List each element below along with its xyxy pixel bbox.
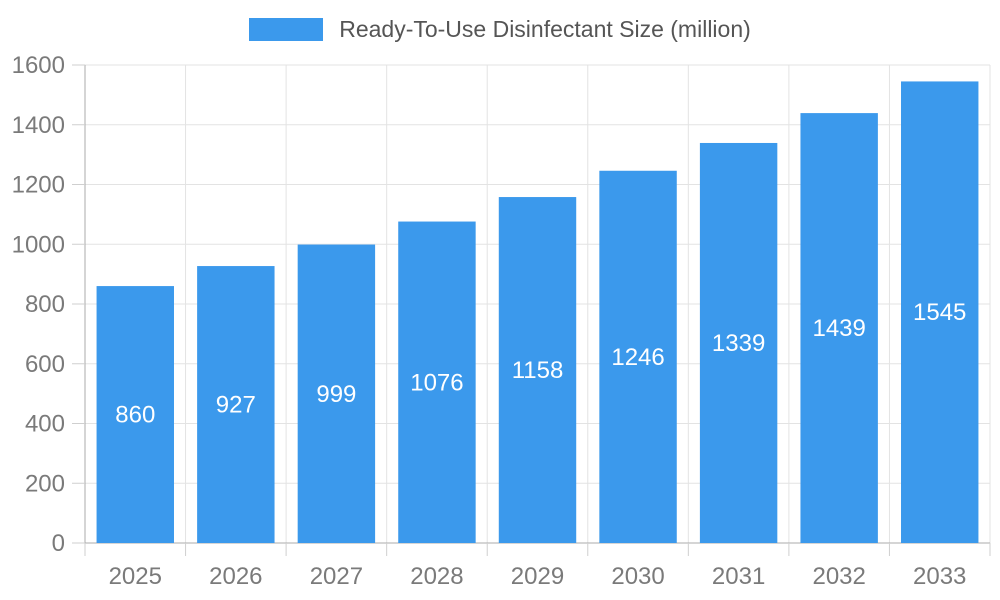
bar-2027[interactable] — [297, 244, 376, 543]
x-tick-label: 2028 — [410, 563, 463, 590]
bar-2028[interactable] — [398, 221, 476, 544]
bar-2030[interactable] — [599, 170, 677, 543]
y-tick-label: 400 — [25, 411, 65, 438]
bars: 860 927 999 1076 1158 1246 1339 1439 1545 — [96, 81, 979, 544]
y-tick-label: 1000 — [12, 231, 65, 258]
y-tick-label: 1400 — [12, 112, 65, 139]
bar-2033[interactable] — [901, 81, 979, 544]
legend-swatch — [249, 18, 324, 42]
bar-value-label: 1545 — [913, 299, 966, 326]
bar-value-label: 1158 — [512, 357, 564, 384]
x-axis-labels: 2025 2026 2027 2028 2029 2030 2031 2032 2033 — [109, 563, 967, 590]
bar-value-label: 1339 — [712, 330, 765, 357]
bar-2025[interactable] — [96, 286, 174, 543]
bar-value-label: 1076 — [410, 369, 463, 396]
y-tick-label: 800 — [25, 291, 65, 318]
y-tick-label: 200 — [25, 470, 65, 497]
y-tick-label: 1200 — [12, 172, 65, 199]
x-tick-label: 2031 — [712, 563, 765, 590]
legend-label: Ready-To-Use Disinfectant Size (million) — [339, 16, 751, 42]
bar-2026[interactable] — [197, 266, 275, 543]
y-axis-labels: 0 200 400 600 800 1000 1200 1400 1600 — [12, 52, 65, 557]
bar-value-label: 999 — [316, 381, 356, 408]
x-tick-label: 2029 — [511, 563, 564, 590]
x-tick-label: 2033 — [913, 563, 966, 590]
x-tick-label: 2032 — [812, 563, 865, 590]
legend-item[interactable]: Ready-To-Use Disinfectant Size (million) — [0, 16, 1000, 44]
bar-value-label: 927 — [216, 392, 256, 419]
y-tick-label: 600 — [25, 351, 65, 378]
x-tick-label: 2025 — [109, 563, 162, 590]
x-tick-label: 2030 — [611, 563, 664, 590]
x-tick-label: 2027 — [310, 563, 363, 590]
bar-2029[interactable] — [498, 197, 577, 544]
bar-value-label: 1439 — [812, 315, 865, 342]
bar-2031[interactable] — [699, 142, 778, 543]
x-tick-label: 2026 — [209, 563, 262, 590]
y-tick-label: 1600 — [12, 52, 65, 79]
bar-value-label: 860 — [115, 402, 155, 429]
bar-value-label: 1246 — [611, 344, 664, 371]
y-tick-label: 0 — [52, 530, 65, 557]
bar-2032[interactable] — [800, 113, 878, 543]
